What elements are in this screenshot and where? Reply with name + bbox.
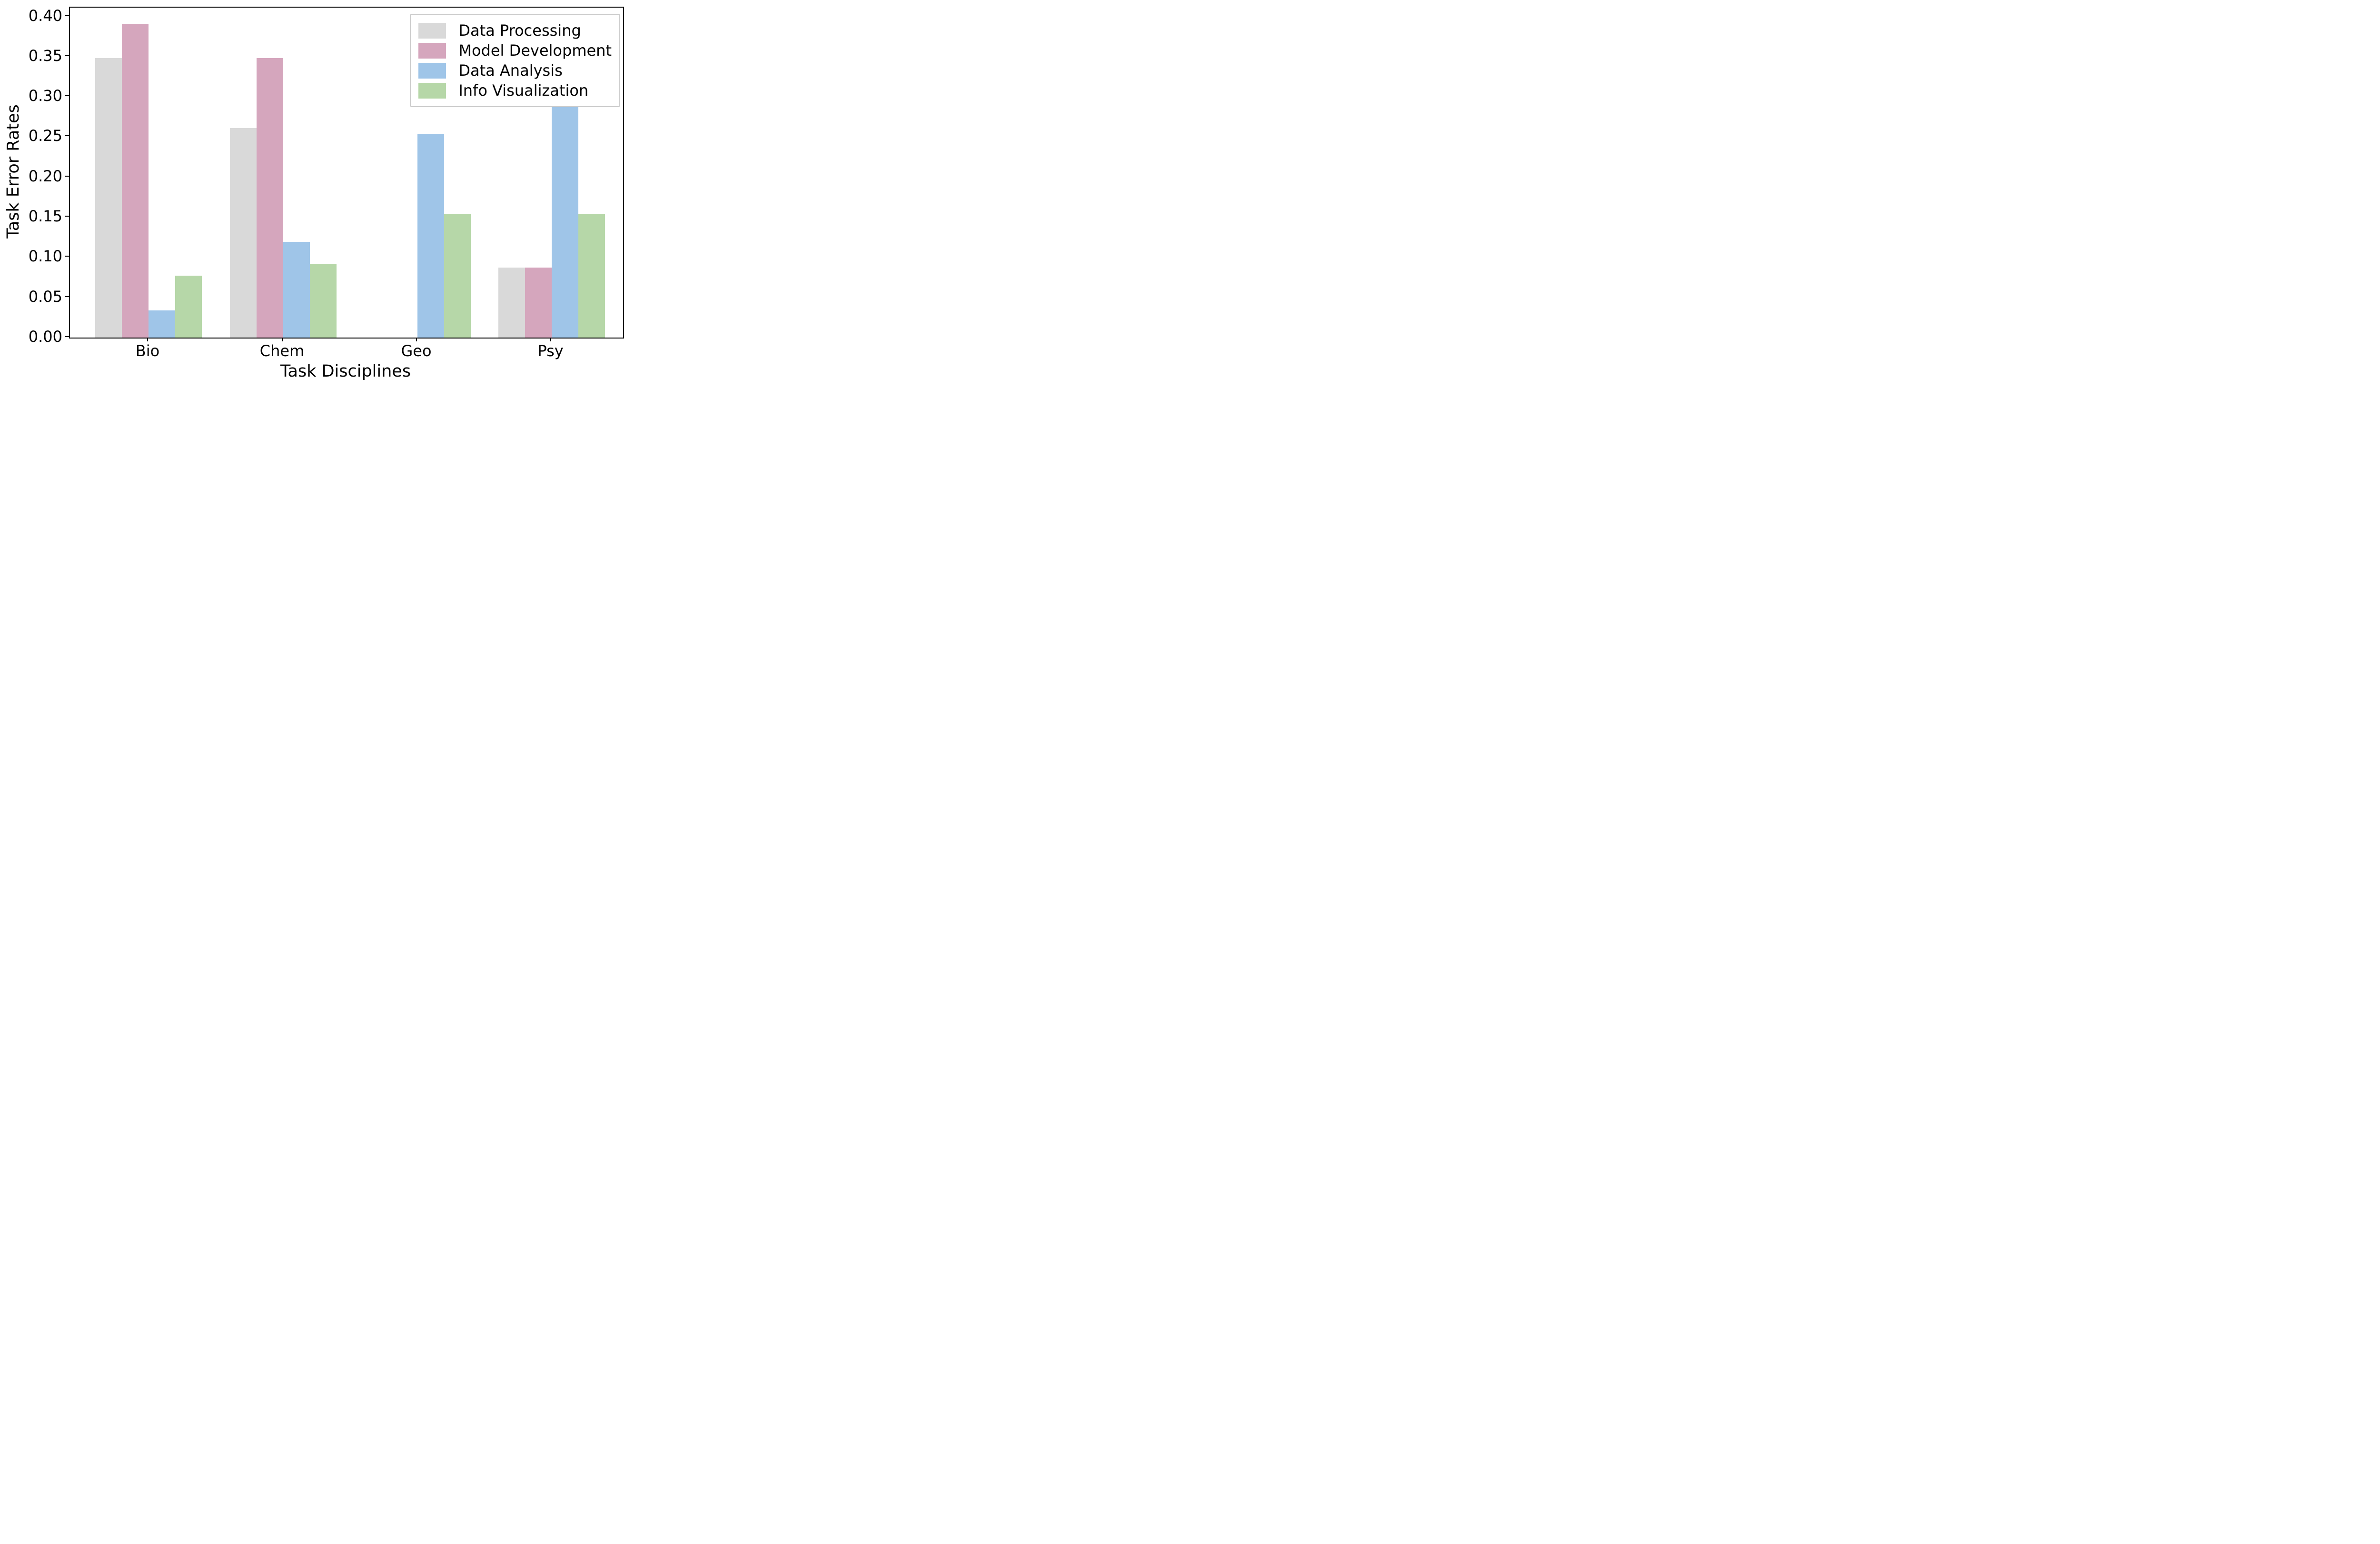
x-tick-label-psy: Psy [537, 342, 564, 360]
bar-chart-figure: 0.00 0.05 0.10 0.15 0.20 0.25 0.30 0.35 0.40 Bio… [0, 0, 629, 386]
bar-psy-model-development [525, 268, 552, 338]
x-tick-mark [550, 338, 551, 341]
legend-swatch-data-analysis [418, 62, 446, 79]
bar-psy-data-processing [498, 268, 525, 338]
y-axis-label: Task Error Rates [4, 104, 23, 239]
legend-label: Data Analysis [458, 61, 563, 80]
y-tick-label: 0.20 [28, 167, 62, 185]
y-tick-mark [65, 15, 69, 16]
legend-item-data-processing: Data Processing [418, 21, 612, 40]
x-tick-label-chem: Chem [259, 342, 305, 360]
bar-bio-model-development [122, 23, 149, 338]
y-tick-mark [65, 216, 69, 217]
bar-chem-model-development [256, 58, 283, 338]
legend-label: Data Processing [458, 21, 581, 40]
y-tick-mark [65, 336, 69, 337]
y-tick-mark [65, 95, 69, 97]
legend-item-info-visualization: Info Visualization [418, 81, 612, 100]
legend: Data Processing Model Development Data Ana… [410, 14, 620, 107]
bar-geo-info-visualization [444, 214, 471, 338]
x-axis-label: Task Disciplines [280, 362, 411, 381]
y-tick-label: 0.15 [28, 207, 62, 226]
x-tick-mark [281, 338, 283, 341]
bar-chem-info-visualization [309, 263, 337, 338]
legend-swatch-data-processing [418, 22, 446, 39]
x-tick-mark [147, 338, 148, 341]
bar-geo-data-analysis [417, 133, 444, 338]
bar-psy-data-analysis [551, 106, 578, 338]
y-tick-label: 0.10 [28, 247, 62, 266]
legend-item-model-development: Model Development [418, 41, 612, 60]
legend-swatch-model-development [418, 42, 446, 59]
legend-label: Model Development [458, 41, 612, 60]
legend-item-data-analysis: Data Analysis [418, 61, 612, 80]
bar-psy-info-visualization [578, 214, 605, 338]
y-tick-label: 0.00 [28, 328, 62, 346]
x-tick-label-geo: Geo [401, 342, 432, 360]
legend-label: Info Visualization [458, 81, 589, 100]
y-tick-mark [65, 256, 69, 257]
y-tick-mark [65, 55, 69, 56]
y-tick-mark [65, 175, 69, 177]
y-tick-mark [65, 296, 69, 297]
y-tick-label: 0.05 [28, 287, 62, 306]
bar-bio-info-visualization [175, 276, 202, 338]
x-tick-label-bio: Bio [135, 342, 160, 360]
y-tick-mark [65, 135, 69, 137]
y-tick-label: 0.25 [28, 127, 62, 145]
bar-bio-data-processing [95, 58, 122, 338]
bar-chem-data-processing [229, 128, 257, 338]
bar-chem-data-analysis [283, 242, 310, 338]
legend-swatch-info-visualization [418, 82, 446, 99]
x-tick-mark [416, 338, 417, 341]
y-tick-label: 0.40 [28, 6, 62, 25]
y-tick-label: 0.35 [28, 46, 62, 65]
y-tick-label: 0.30 [28, 87, 62, 105]
bar-bio-data-analysis [149, 310, 175, 338]
